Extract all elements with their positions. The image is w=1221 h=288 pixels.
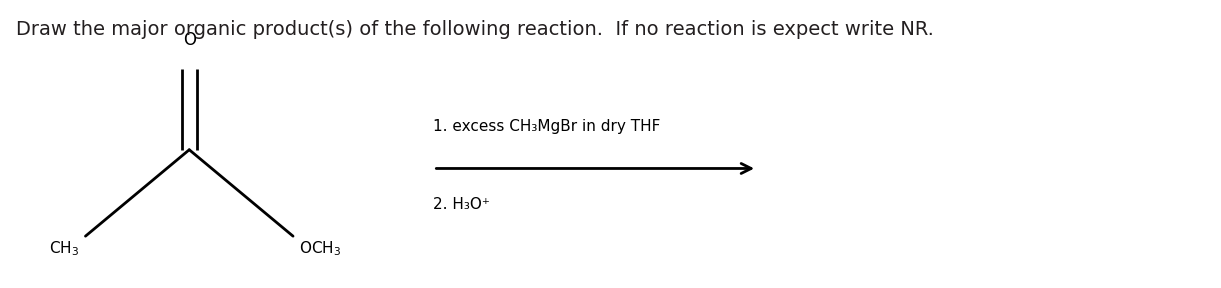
Text: CH$_3$: CH$_3$ — [49, 239, 79, 258]
Text: 1. excess CH₃MgBr in dry THF: 1. excess CH₃MgBr in dry THF — [433, 119, 661, 134]
Text: Draw the major organic product(s) of the following reaction.  If no reaction is : Draw the major organic product(s) of the… — [16, 20, 934, 39]
Text: OCH$_3$: OCH$_3$ — [299, 239, 342, 258]
Text: O: O — [183, 31, 195, 49]
Text: 2. H₃O⁺: 2. H₃O⁺ — [433, 197, 491, 212]
